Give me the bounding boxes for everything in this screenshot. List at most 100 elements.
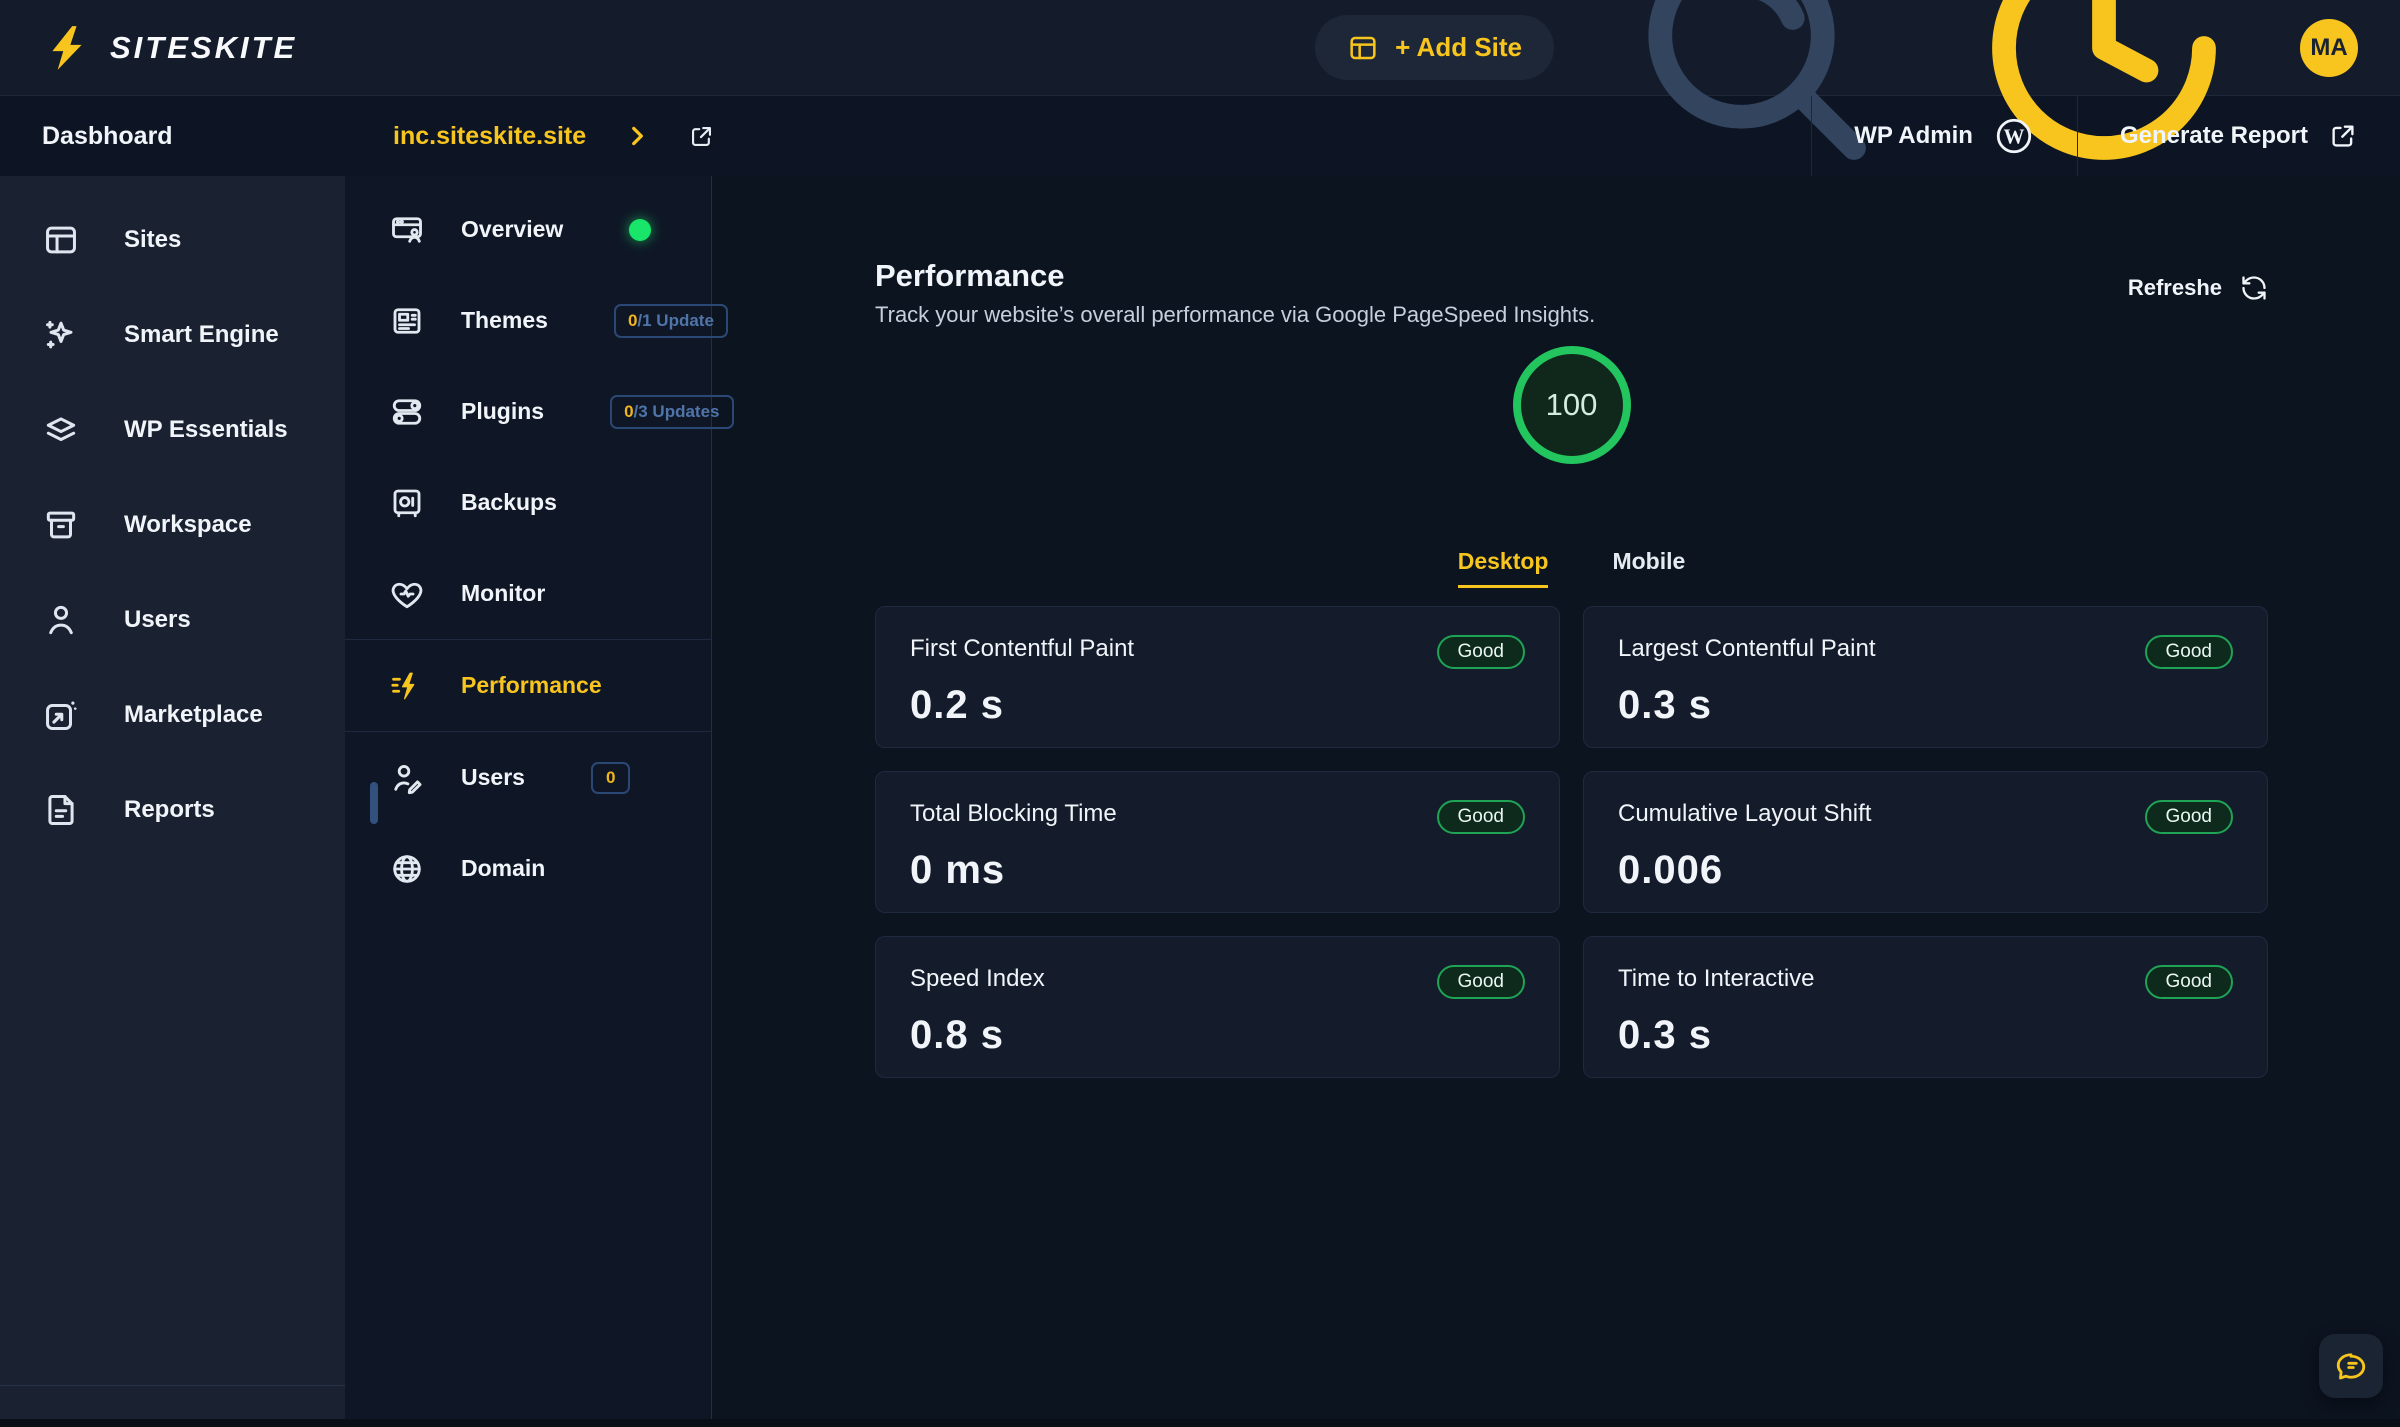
- backups-safe-icon: [389, 485, 425, 521]
- sidebar-item-label: Smart Engine: [124, 321, 279, 349]
- update-badge: 0/1 Update: [614, 304, 728, 338]
- site-menu-item-overview[interactable]: Overview: [345, 184, 711, 275]
- page-title: Performance: [875, 258, 1595, 294]
- refresh-label: Refreshe: [2128, 275, 2222, 301]
- globe-icon: [389, 851, 425, 887]
- site-menu-groups: Overview Themes 0/1 Update Plugins 0/3 U…: [345, 184, 711, 914]
- scrollbar-thumb[interactable]: [370, 782, 378, 824]
- add-site-button[interactable]: + Add Site: [1315, 15, 1554, 80]
- layout-grid-icon: [1347, 32, 1379, 64]
- metric-card-first-contentful-paint: First Contentful Paint Good 0.2 s: [875, 606, 1560, 748]
- status-badge: Good: [1437, 800, 1525, 834]
- chat-bubble-icon: [2333, 1348, 2369, 1384]
- chevron-right-icon[interactable]: [624, 123, 650, 149]
- marketplace-icon: [42, 696, 80, 734]
- metric-name: Speed Index: [910, 965, 1045, 993]
- bolt-logo-icon: [42, 23, 92, 73]
- plugins-toggles-icon: [389, 394, 425, 430]
- metric-name: First Contentful Paint: [910, 635, 1134, 663]
- site-menu-item-label: Users: [461, 764, 525, 791]
- metric-name: Cumulative Layout Shift: [1618, 800, 1871, 828]
- metric-card-largest-contentful-paint: Largest Contentful Paint Good 0.3 s: [1583, 606, 2268, 748]
- update-badge: 0: [591, 762, 630, 794]
- status-dot-online: [629, 219, 651, 241]
- main-sidebar: Sites Smart Engine WP Essentials Workspa…: [0, 176, 345, 1427]
- score-value: 100: [1546, 387, 1598, 423]
- update-badge: 0/3 Updates: [610, 395, 733, 429]
- sidebar-item-label: Marketplace: [124, 701, 263, 729]
- site-menu-item-domain[interactable]: Domain: [345, 823, 711, 914]
- sidebar-item-label: WP Essentials: [124, 416, 288, 444]
- status-badge: Good: [2145, 965, 2233, 999]
- site-menu-item-users[interactable]: Users 0: [345, 732, 711, 823]
- tab-mobile[interactable]: Mobile: [1612, 548, 1685, 588]
- wp-admin-button[interactable]: WP Admin W: [1811, 96, 2077, 176]
- sidebar-item-sites[interactable]: Sites: [0, 192, 345, 287]
- sidebar-item-label: Sites: [124, 226, 181, 254]
- site-menu: Overview Themes 0/1 Update Plugins 0/3 U…: [345, 176, 712, 1427]
- overview-window-icon: [389, 212, 425, 248]
- site-menu-item-backups[interactable]: Backups: [345, 457, 711, 548]
- site-menu-item-label: Backups: [461, 489, 557, 516]
- refresh-icon: [2240, 274, 2268, 302]
- sidebar-nav: Sites Smart Engine WP Essentials Workspa…: [0, 192, 345, 857]
- sidebar-item-smart-engine[interactable]: Smart Engine: [0, 287, 345, 382]
- chat-support-button[interactable]: [2319, 1334, 2383, 1398]
- status-badge: Good: [1437, 965, 1525, 999]
- metric-value: 0.3 s: [1618, 1013, 2233, 1058]
- breadcrumb[interactable]: Dasbhoard: [0, 96, 345, 176]
- metric-value: 0.2 s: [910, 683, 1525, 728]
- metric-value: 0.8 s: [910, 1013, 1525, 1058]
- site-menu-item-label: Performance: [461, 672, 602, 699]
- site-menu-item-performance[interactable]: Performance: [345, 640, 711, 731]
- metric-name: Total Blocking Time: [910, 800, 1117, 828]
- metric-card-cumulative-layout-shift: Cumulative Layout Shift Good 0.006: [1583, 771, 2268, 913]
- add-site-label: + Add Site: [1395, 32, 1522, 63]
- device-tabs: Desktop Mobile: [875, 548, 2268, 588]
- sparkles-icon: [42, 316, 80, 354]
- metric-value: 0.3 s: [1618, 683, 2233, 728]
- site-menu-item-label: Plugins: [461, 398, 544, 425]
- avatar[interactable]: MA: [2300, 19, 2358, 77]
- generate-report-button[interactable]: Generate Report: [2077, 96, 2400, 176]
- site-menu-item-label: Themes: [461, 307, 548, 334]
- breadcrumb-bar: Dasbhoard inc.siteskite.site WP Admin W …: [0, 95, 2400, 176]
- sidebar-item-workspace[interactable]: Workspace: [0, 477, 345, 572]
- sidebar-item-reports[interactable]: Reports: [0, 762, 345, 857]
- metric-name: Time to Interactive: [1618, 965, 1815, 993]
- sidebar-item-marketplace[interactable]: Marketplace: [0, 667, 345, 762]
- wp-admin-label: WP Admin: [1854, 122, 1973, 150]
- main-content: Performance Track your website’s overall…: [712, 176, 2400, 1427]
- site-menu-item-label: Monitor: [461, 580, 545, 607]
- status-badge: Good: [2145, 800, 2233, 834]
- status-badge: Good: [2145, 635, 2233, 669]
- top-header: SITESKITE + Add Site MA: [0, 0, 2400, 95]
- report-file-icon: [42, 791, 80, 829]
- status-badge: Good: [1437, 635, 1525, 669]
- export-report-icon: [2328, 121, 2358, 151]
- site-menu-item-monitor[interactable]: Monitor: [345, 548, 711, 639]
- metric-card-speed-index: Speed Index Good 0.8 s: [875, 936, 1560, 1078]
- site-domain-link[interactable]: inc.siteskite.site: [393, 122, 586, 151]
- brand-logo[interactable]: SITESKITE: [42, 23, 297, 73]
- site-menu-item-plugins[interactable]: Plugins 0/3 Updates: [345, 366, 711, 457]
- metric-value: 0.006: [1618, 848, 2233, 893]
- performance-score: 100: [1513, 346, 1631, 464]
- site-menu-item-themes[interactable]: Themes 0/1 Update: [345, 275, 711, 366]
- site-menu-item-label: Overview: [461, 216, 563, 243]
- user-edit-icon: [389, 760, 425, 796]
- sidebar-item-wp-essentials[interactable]: WP Essentials: [0, 382, 345, 477]
- open-site-external-icon[interactable]: [688, 123, 715, 150]
- metric-card-time-to-interactive: Time to Interactive Good 0.3 s: [1583, 936, 2268, 1078]
- tab-desktop[interactable]: Desktop: [1458, 548, 1549, 588]
- sidebar-item-label: Workspace: [124, 511, 252, 539]
- layout-grid-icon: [42, 221, 80, 259]
- sidebar-item-label: Reports: [124, 796, 215, 824]
- layers-icon: [42, 411, 80, 449]
- brand-name: SITESKITE: [110, 30, 297, 66]
- metric-value: 0 ms: [910, 848, 1525, 893]
- refresh-button[interactable]: Refreshe: [2128, 274, 2268, 302]
- sidebar-item-users[interactable]: Users: [0, 572, 345, 667]
- svg-text:W: W: [2003, 124, 2024, 148]
- generate-report-label: Generate Report: [2120, 122, 2308, 150]
